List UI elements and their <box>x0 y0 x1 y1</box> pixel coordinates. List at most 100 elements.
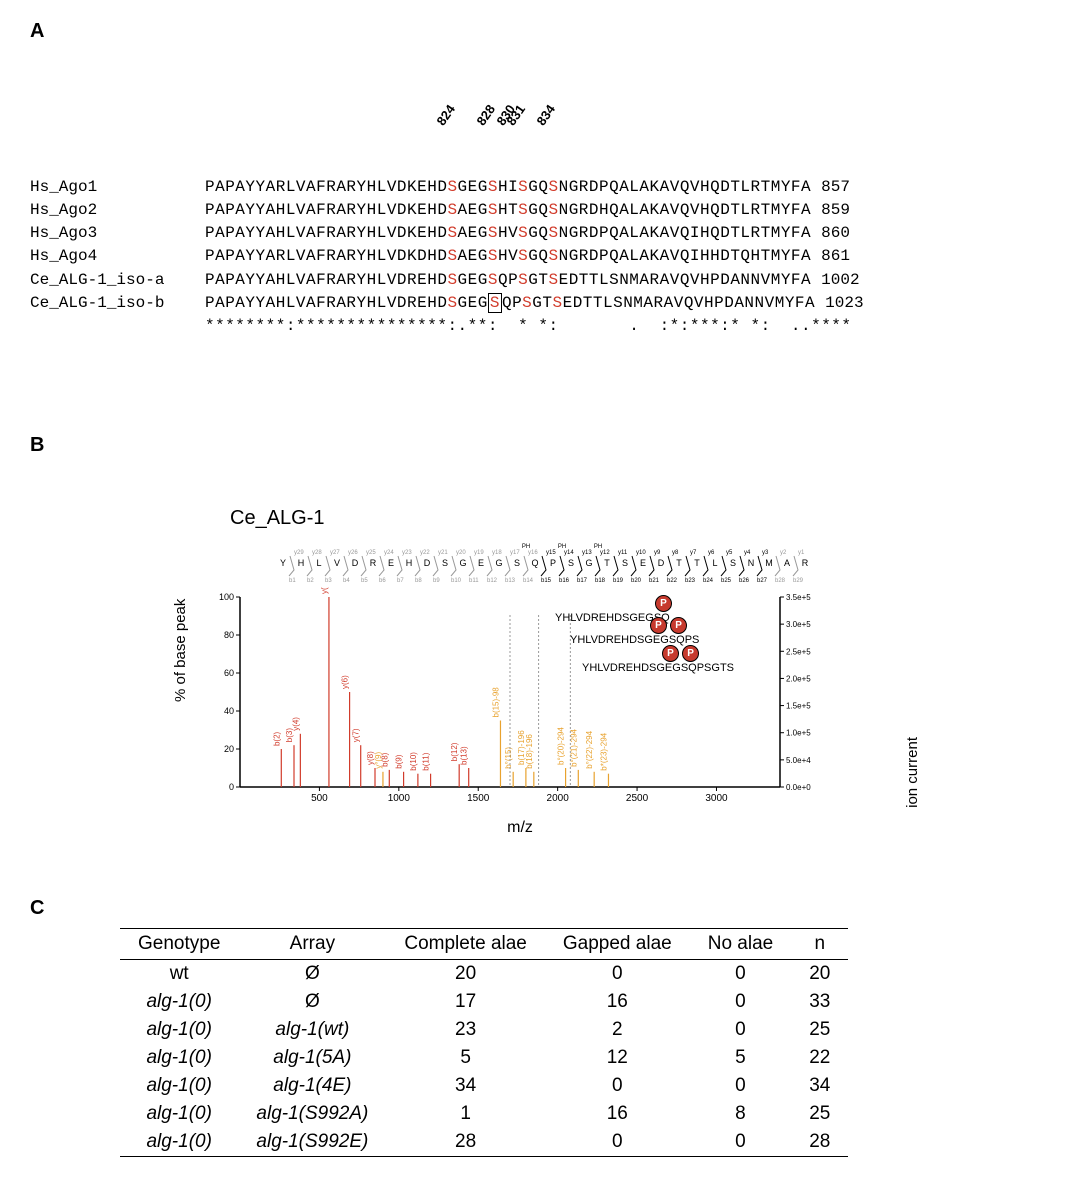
svg-text:b19: b19 <box>613 578 624 582</box>
spectrum-chart: % of base peak 0204060801005001000150020… <box>200 587 840 817</box>
alignment-row: ********:***************:.**: * *: . :*:… <box>30 315 1062 338</box>
svg-text:y2: y2 <box>780 550 787 556</box>
svg-text:b*(23)-294: b*(23)-294 <box>599 733 608 771</box>
svg-text:Y: Y <box>280 558 286 568</box>
table-row: alg-1(0)alg-1(S992A)116825 <box>120 1100 848 1128</box>
table-row: alg-1(0)alg-1(wt)232025 <box>120 1016 848 1044</box>
svg-text:b15: b15 <box>541 578 552 582</box>
table-row: alg-1(0)alg-1(S992E)280028 <box>120 1128 848 1157</box>
alignment-row: Hs_Ago4PAPAYYARLVAFRARYHLVDKDHDSAEGSHVSG… <box>30 245 1062 268</box>
svg-text:100: 100 <box>219 592 234 602</box>
svg-text:b24: b24 <box>703 578 714 582</box>
svg-text:y10: y10 <box>636 550 646 556</box>
alignment-name <box>30 315 205 338</box>
alignment-seq: PAPAYYAHLVAFRARYHLVDKEHDSAEGSHTSGQSNGRDH… <box>205 199 811 222</box>
svg-text:20: 20 <box>224 744 234 754</box>
svg-text:b°(15): b°(15) <box>504 747 513 769</box>
svg-text:3000: 3000 <box>705 793 728 804</box>
svg-text:L: L <box>712 558 717 568</box>
svg-text:y27: y27 <box>330 550 340 556</box>
svg-text:D: D <box>658 558 665 568</box>
y-right-label: ion current <box>904 737 921 808</box>
svg-text:M: M <box>765 558 773 568</box>
alignment-row: Hs_Ago3PAPAYYAHLVAFRARYHLVDKEHDSAEGSHVSG… <box>30 222 1062 245</box>
svg-text:E: E <box>640 558 646 568</box>
svg-text:b(12): b(12) <box>450 743 459 762</box>
alignment-name: Hs_Ago2 <box>30 199 205 222</box>
svg-text:y6: y6 <box>708 550 715 556</box>
svg-text:b17: b17 <box>577 578 588 582</box>
table-row: alg-1(0)alg-1(4E)340034 <box>120 1072 848 1100</box>
svg-text:b28: b28 <box>775 578 786 582</box>
svg-text:D: D <box>352 558 359 568</box>
svg-text:y11: y11 <box>618 550 628 556</box>
svg-text:R: R <box>370 558 377 568</box>
svg-text:y12: y12 <box>600 550 610 556</box>
svg-text:H: H <box>298 558 305 568</box>
svg-text:b25: b25 <box>721 578 732 582</box>
svg-text:2.5e+5: 2.5e+5 <box>786 648 811 657</box>
svg-text:b(2): b(2) <box>272 732 281 747</box>
svg-text:y17: y17 <box>510 550 520 556</box>
svg-text:b(13): b(13) <box>460 746 469 765</box>
svg-text:b11: b11 <box>469 578 479 582</box>
table-header: Genotype <box>120 929 238 960</box>
alignment-name: Hs_Ago1 <box>30 176 205 199</box>
svg-text:b20: b20 <box>631 578 642 582</box>
alignment-row: Ce_ALG-1_iso-bPAPAYYAHLVAFRARYHLVDREHDSG… <box>30 292 1062 315</box>
svg-text:G: G <box>495 558 502 568</box>
svg-text:y20: y20 <box>456 550 466 556</box>
svg-text:y29: y29 <box>294 550 304 556</box>
alignment-name: Hs_Ago3 <box>30 222 205 245</box>
panel-b-title: Ce_ALG-1 <box>230 507 1062 530</box>
alignment-name: Hs_Ago4 <box>30 245 205 268</box>
svg-text:y4: y4 <box>744 550 751 556</box>
svg-text:L: L <box>316 558 321 568</box>
svg-text:b(8): b(8) <box>380 753 389 768</box>
alignment-block: 824828830831834 Hs_Ago1 PAPAYYARLVAFRARYH… <box>30 51 1062 384</box>
alignment-num: 861 <box>821 245 850 268</box>
svg-text:PH: PH <box>594 544 602 550</box>
svg-text:y13: y13 <box>582 550 592 556</box>
svg-text:T: T <box>676 558 682 568</box>
svg-text:500: 500 <box>311 793 328 804</box>
position-labels: 824828830831834 <box>30 97 1062 129</box>
svg-text:y(7): y(7) <box>352 729 361 743</box>
pos-label: 834 <box>533 101 561 130</box>
chart-svg: 020406080100500100015002000250030000.0e+… <box>200 587 840 817</box>
table-row: alg-1(0)alg-1(5A)512522 <box>120 1044 848 1072</box>
svg-text:b1: b1 <box>289 578 296 582</box>
svg-text:R: R <box>802 558 809 568</box>
svg-text:P: P <box>550 558 556 568</box>
table-header: Gapped alae <box>545 929 690 960</box>
svg-text:y25: y25 <box>366 550 376 556</box>
svg-text:PH: PH <box>522 544 530 550</box>
alignment-seq: PAPAYYAHLVAFRARYHLVDREHDSGEGSQPSGTSEDTTL… <box>205 292 815 315</box>
alignment-seq: PAPAYYAHLVAFRARYHLVDREHDSGEGSQPSGTSEDTTL… <box>205 269 811 292</box>
svg-text:40: 40 <box>224 706 234 716</box>
panel-b: B Ce_ALG-1 Yb1y29Hb2y28Lb3y27Vb4y26Db5y2… <box>30 434 1062 837</box>
fragment-map: Yb1y29Hb2y28Lb3y27Vb4y26Db5y25Rb6y24Eb7y… <box>275 536 835 582</box>
svg-text:y19: y19 <box>474 550 484 556</box>
svg-text:y7: y7 <box>690 550 697 556</box>
svg-text:y24: y24 <box>384 550 394 556</box>
svg-text:G: G <box>459 558 466 568</box>
svg-text:b(10): b(10) <box>409 752 418 771</box>
svg-text:S: S <box>730 558 736 568</box>
alignment-seq: PAPAYYARLVAFRARYHLVDKDHDSAEGSHVSGQSNGRDP… <box>205 245 811 268</box>
svg-text:PH: PH <box>558 544 566 550</box>
svg-text:b(15)-98: b(15)-98 <box>491 687 500 718</box>
svg-text:b29: b29 <box>793 578 804 582</box>
svg-text:y14: y14 <box>564 550 574 556</box>
panel-a-label: A <box>30 20 1062 43</box>
alignment-seq: ********:***************:.**: * *: . :*:… <box>205 315 852 338</box>
svg-text:b22: b22 <box>667 578 678 582</box>
svg-text:y21: y21 <box>438 550 448 556</box>
svg-text:S: S <box>514 558 520 568</box>
alignment-num: 860 <box>821 222 850 245</box>
svg-text:b2: b2 <box>307 578 314 582</box>
svg-text:3.5e+5: 3.5e+5 <box>786 593 811 602</box>
alignment-row: Ce_ALG-1_iso-aPAPAYYAHLVAFRARYHLVDREHDSG… <box>30 269 1062 292</box>
table-header: Array <box>238 929 386 960</box>
svg-text:y22: y22 <box>420 550 430 556</box>
